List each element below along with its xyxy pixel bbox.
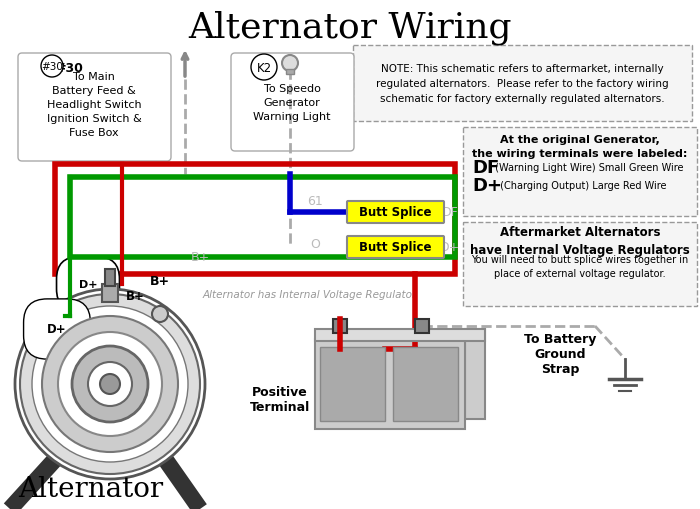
Text: DF: DF [442,206,458,219]
Text: 61: 61 [307,195,323,208]
FancyBboxPatch shape [353,46,692,122]
FancyBboxPatch shape [315,329,485,342]
Bar [102,285,118,302]
Text: NOTE: This schematic refers to aftermarket, internally
regulated alternators.  P: NOTE: This schematic refers to aftermark… [376,64,668,104]
Circle shape [41,56,63,78]
Circle shape [282,56,298,72]
FancyBboxPatch shape [463,128,697,216]
FancyBboxPatch shape [465,329,485,419]
Text: DF: DF [472,159,499,177]
Circle shape [251,55,277,81]
Bar [70,178,455,258]
Text: Alternator has Internal Voltage Regulator: Alternator has Internal Voltage Regulato… [203,290,417,299]
Circle shape [58,332,162,436]
Bar [286,70,294,75]
Text: D+: D+ [78,279,97,290]
Text: B+: B+ [190,251,209,264]
Text: Positive
Terminal: Positive Terminal [250,385,310,413]
Circle shape [152,306,168,322]
FancyBboxPatch shape [463,222,697,306]
FancyBboxPatch shape [231,54,354,152]
Circle shape [15,290,205,479]
Text: (Charging Output) Large Red Wire: (Charging Output) Large Red Wire [497,181,666,191]
Text: B+: B+ [125,290,144,303]
Text: (Warning Light Wire) Small Green Wire: (Warning Light Wire) Small Green Wire [492,163,683,173]
Text: D+: D+ [440,241,460,254]
Bar [105,269,115,287]
Text: Alternator: Alternator [18,475,163,502]
Bar [393,347,458,421]
Text: Aftermarket Alternators
have Internal Voltage Regulators: Aftermarket Alternators have Internal Vo… [470,226,690,257]
Circle shape [42,317,178,452]
Circle shape [20,294,200,474]
Text: #30: #30 [55,62,83,74]
Text: #30: #30 [41,62,63,72]
Text: O: O [310,238,320,251]
Text: To Main
Battery Feed &
Headlight Switch
Ignition Switch &
Fuse Box: To Main Battery Feed & Headlight Switch … [47,72,141,138]
Text: D+: D+ [472,177,502,194]
Circle shape [88,362,132,406]
Text: You will need to butt splice wires together in
place of external voltage regulat: You will need to butt splice wires toget… [471,254,689,278]
Bar [320,347,385,421]
Text: Butt Splice: Butt Splice [358,241,431,254]
FancyBboxPatch shape [18,54,171,162]
FancyBboxPatch shape [347,237,444,259]
Text: Butt Splice: Butt Splice [358,206,431,219]
Text: B+: B+ [150,275,170,288]
Text: K2: K2 [256,62,272,74]
Circle shape [72,346,148,422]
Circle shape [32,306,188,462]
Text: At the original Generator,
the wiring terminals were labeled:: At the original Generator, the wiring te… [473,135,687,159]
Bar [333,319,347,333]
Circle shape [100,374,120,394]
Bar [55,165,455,274]
Text: Alternator Wiring: Alternator Wiring [188,11,512,45]
Text: To Speedo
Generator
Warning Light: To Speedo Generator Warning Light [253,84,330,122]
Bar [415,319,429,333]
FancyBboxPatch shape [315,340,465,429]
Text: D+: D+ [47,323,66,336]
FancyBboxPatch shape [347,202,444,223]
Text: To Battery
Ground
Strap: To Battery Ground Strap [524,333,596,376]
